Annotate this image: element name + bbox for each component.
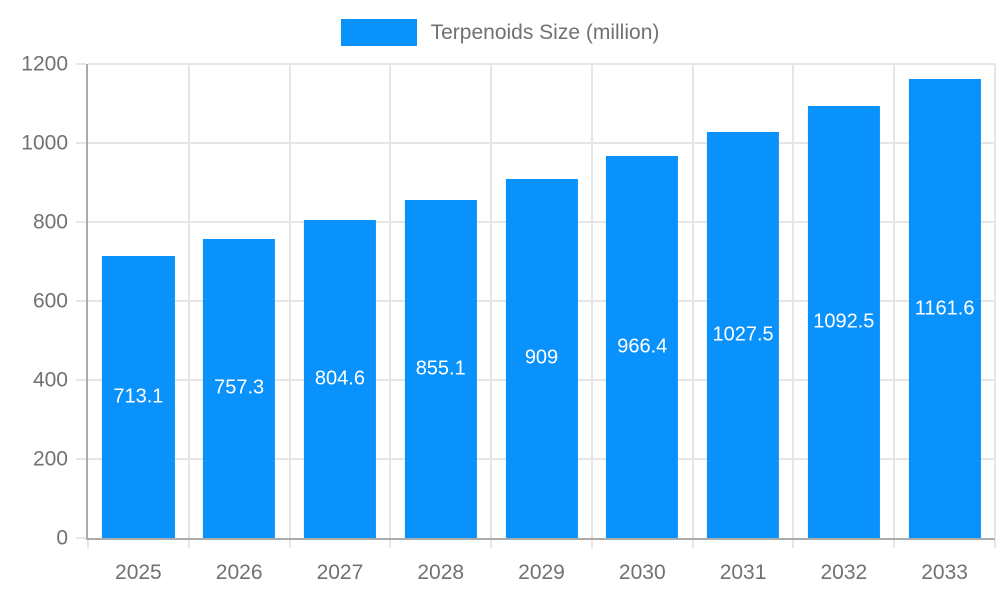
x-tick-mark bbox=[490, 540, 493, 548]
gridline-horizontal bbox=[88, 63, 995, 65]
y-tick-mark bbox=[76, 458, 86, 461]
gridline-vertical bbox=[792, 64, 795, 538]
x-axis-tick-label: 2026 bbox=[215, 561, 263, 584]
bar-2032[interactable]: 1092.5 bbox=[807, 106, 880, 538]
y-axis-tick-label: 1000 bbox=[21, 131, 68, 155]
gridline-vertical bbox=[691, 64, 694, 538]
bar-2027[interactable]: 804.6 bbox=[303, 220, 377, 538]
bar-value-label: 1161.6 bbox=[914, 297, 975, 320]
y-tick-mark bbox=[76, 221, 86, 224]
plot-area: 0 200 400 600 800 1000 1200 713.1 2025 757.3 2026 8… bbox=[21, 54, 996, 583]
bar-value-label: 855.1 bbox=[415, 357, 466, 380]
gridline-vertical bbox=[187, 64, 190, 538]
bar-2030[interactable]: 966.4 bbox=[606, 156, 679, 538]
x-axis-tick-label: 2030 bbox=[618, 561, 666, 584]
bar-value-label: 909 bbox=[524, 346, 559, 369]
x-tick-mark bbox=[691, 540, 694, 548]
bar-value-label: 804.6 bbox=[314, 367, 365, 390]
bar-value-label: 1027.5 bbox=[712, 323, 774, 346]
y-axis-tick-label: 0 bbox=[56, 526, 68, 550]
bar-2026[interactable]: 757.3 bbox=[203, 238, 276, 538]
gridline-vertical bbox=[893, 64, 896, 538]
x-tick-mark bbox=[590, 540, 593, 548]
x-tick-mark bbox=[187, 540, 190, 548]
x-tick-mark bbox=[994, 540, 996, 548]
x-tick-mark bbox=[792, 540, 795, 548]
y-tick-mark bbox=[76, 63, 86, 65]
x-axis-tick-label: 2029 bbox=[518, 561, 565, 584]
x-tick-mark bbox=[389, 540, 392, 548]
x-tick-mark bbox=[87, 540, 89, 548]
x-axis-tick-label: 2032 bbox=[820, 561, 868, 584]
y-tick-mark bbox=[76, 379, 86, 382]
gridline-vertical bbox=[490, 64, 493, 538]
gridline-vertical bbox=[994, 64, 996, 538]
bar-value-label: 966.4 bbox=[617, 335, 668, 358]
y-tick-mark bbox=[76, 537, 86, 539]
legend: Terpenoids Size (million) bbox=[0, 19, 1000, 46]
x-tick-mark bbox=[893, 540, 896, 548]
x-axis-tick-label: 2025 bbox=[115, 561, 162, 584]
y-axis-tick-label: 200 bbox=[32, 447, 68, 471]
bar-2033[interactable]: 1161.6 bbox=[908, 79, 981, 538]
x-tick-mark bbox=[288, 540, 291, 548]
y-tick-mark bbox=[76, 300, 86, 302]
bar-value-label: 757.3 bbox=[214, 376, 265, 399]
gridline-vertical bbox=[590, 64, 593, 538]
bar-2029[interactable]: 909 bbox=[505, 178, 578, 538]
x-axis-tick-label: 2028 bbox=[417, 561, 465, 584]
bar-value-label: 1092.5 bbox=[813, 310, 875, 333]
x-axis-tick-label: 2027 bbox=[316, 561, 364, 584]
y-axis-tick-label: 800 bbox=[32, 210, 68, 234]
bar-value-label: 713.1 bbox=[113, 385, 164, 408]
x-axis-tick-label: 2031 bbox=[719, 561, 767, 584]
gridline-vertical bbox=[288, 64, 291, 538]
gridline-vertical bbox=[389, 64, 392, 538]
y-axis-tick-label: 1200 bbox=[21, 52, 68, 76]
legend-label: Terpenoids Size (million) bbox=[430, 20, 660, 44]
x-axis-tick-label: 2033 bbox=[921, 561, 968, 584]
bar-2028[interactable]: 855.1 bbox=[404, 200, 477, 538]
y-axis-tick-label: 400 bbox=[32, 368, 68, 392]
bar-2031[interactable]: 1027.5 bbox=[706, 132, 780, 538]
y-tick-mark bbox=[76, 142, 86, 144]
legend-swatch[interactable] bbox=[340, 19, 417, 46]
bar-2025[interactable]: 713.1 bbox=[102, 256, 175, 538]
y-axis-tick-label: 600 bbox=[32, 289, 68, 313]
